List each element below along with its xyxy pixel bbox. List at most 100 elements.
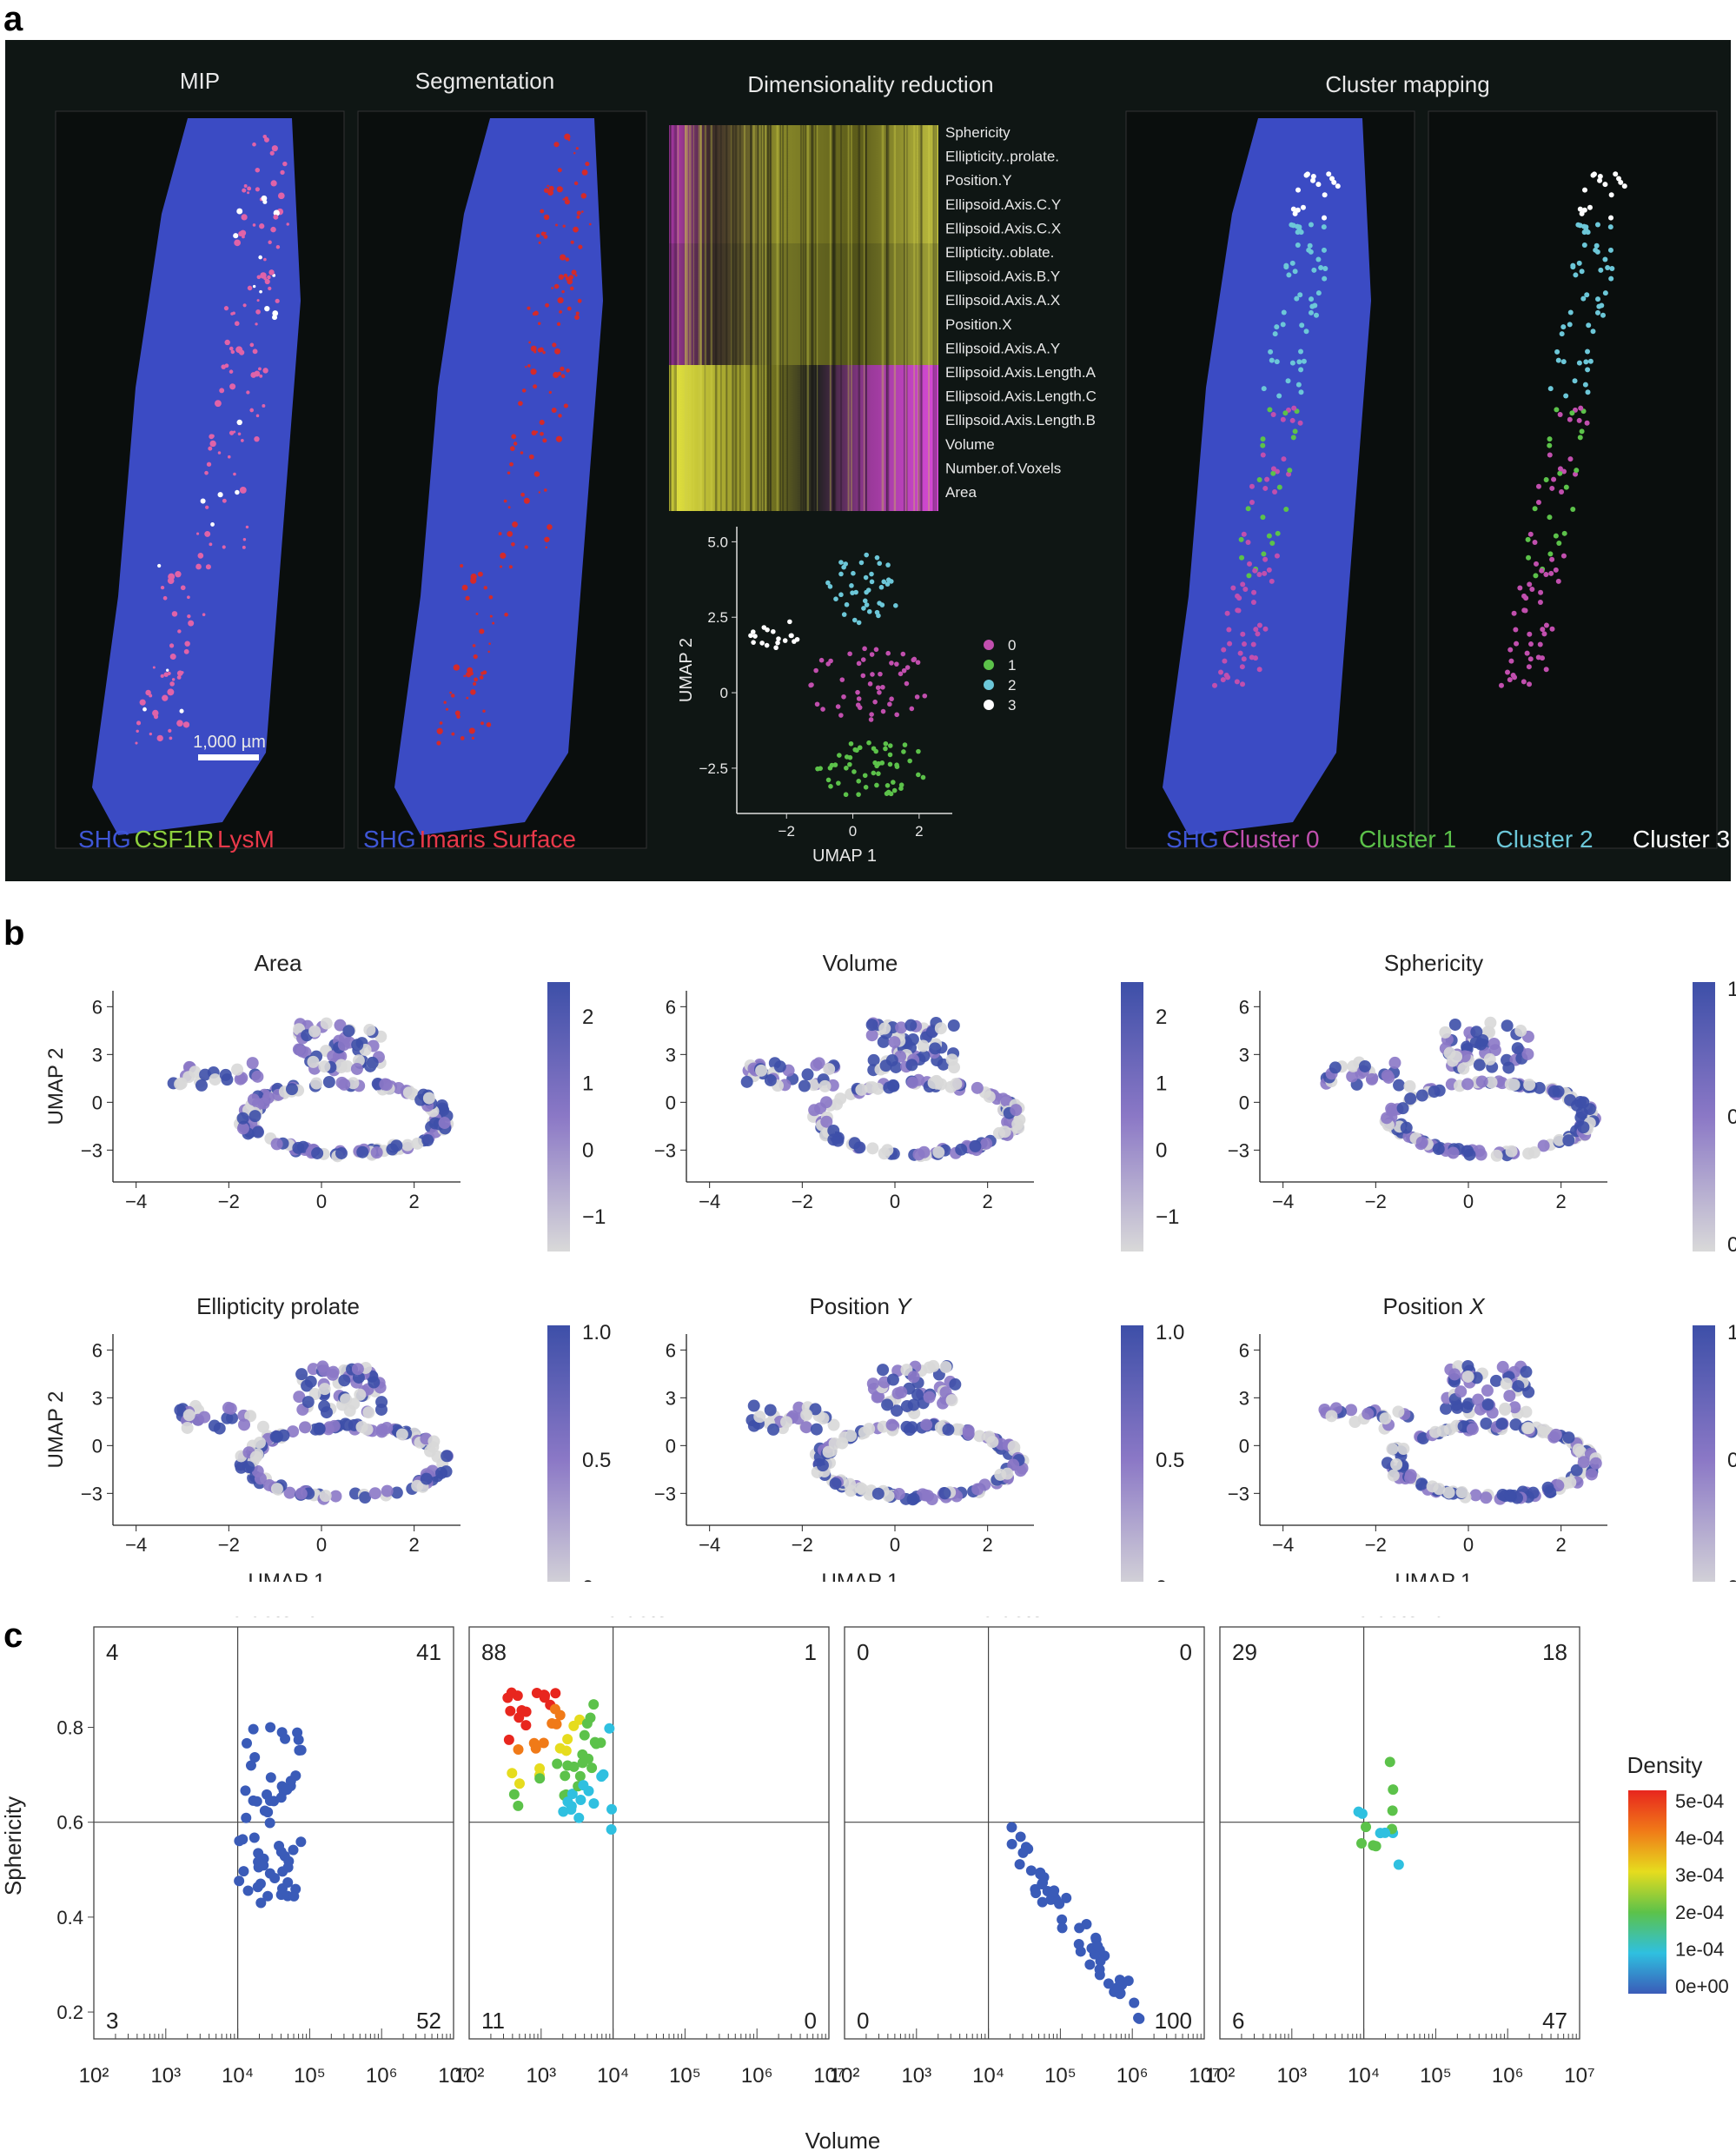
umap-cell-point (347, 1077, 360, 1090)
umap-cell-point (381, 1484, 394, 1497)
surface-spot (470, 573, 477, 581)
lysm-spot (255, 322, 258, 326)
heatmap-block-top (669, 125, 938, 243)
cluster-0-cell (1240, 581, 1246, 588)
umap-cell-point (844, 1477, 857, 1490)
umap-cell-point (1476, 1034, 1489, 1047)
umap-cell-point (939, 1361, 952, 1374)
umap-cluster-2-point (888, 579, 894, 584)
heatmap-stripe (800, 125, 802, 511)
cluster-3-cell (1331, 179, 1337, 185)
umap-cell-point (308, 1025, 321, 1038)
umap-cell-point (1501, 1019, 1514, 1032)
umap-cluster-0-point (818, 657, 825, 663)
umap-cluster-1-point (829, 762, 835, 768)
surface-spot (475, 612, 479, 615)
umap-cell-point (1457, 1062, 1470, 1075)
umap-cell-point (820, 1096, 833, 1109)
umap-cell-point (1503, 1489, 1516, 1502)
cluster-2-cell (1609, 266, 1615, 272)
cell-point (288, 1844, 299, 1856)
cluster-1-cell (1275, 530, 1281, 536)
umap-cluster-3-point (764, 642, 770, 648)
umap-cluster-0-point (869, 652, 875, 657)
cluster-0-cell (1247, 561, 1253, 567)
umap-cell-point (368, 1487, 381, 1500)
lysm-spot (162, 694, 169, 701)
umap-cluster-2-point (869, 579, 875, 585)
umap-cluster-0-point (860, 657, 866, 662)
cell-point (264, 1817, 275, 1829)
surface-spot (525, 365, 527, 368)
lysm-spot (177, 629, 182, 634)
heatmap-stripe (732, 125, 734, 511)
cell-point (538, 1737, 549, 1749)
cluster-scatter-2: Cluster 2 0 0 0 100 10² 10³ 10⁴ 10⁵ 10⁶ 10⁷ (830, 1617, 1220, 2088)
cluster-3-cell (1579, 210, 1585, 216)
umap-cluster-2-point (833, 596, 838, 601)
umap-cluster-1-point (885, 783, 891, 788)
umap-cell-point (971, 1483, 984, 1496)
plot-frame (1219, 1626, 1580, 2040)
heatmap-stripe (779, 125, 782, 511)
umap-cell-point (390, 1139, 403, 1152)
umap-cell-point (1484, 1016, 1497, 1029)
cell-point (552, 1758, 563, 1769)
umap-cell-point (390, 1486, 403, 1499)
surface-spot (576, 210, 581, 216)
surface-spot (466, 696, 469, 700)
heatmap-stripe (757, 125, 759, 511)
umap-cell-point (253, 1436, 266, 1449)
umap-cluster-0-point (841, 694, 846, 700)
cluster-2-cell (1289, 260, 1295, 266)
umap-cluster-1-point (920, 774, 926, 780)
xtick-label: 10² (1205, 2064, 1236, 2088)
legend-item-3: Cluster 2 (1496, 826, 1594, 853)
density-label-3: 2e-04 (1675, 1902, 1724, 1923)
lysm-spot (169, 736, 173, 740)
umap-cell-point (1585, 1468, 1598, 1481)
heatmap-stripe (759, 125, 761, 511)
surface-spot (474, 677, 479, 682)
umap-cell-point (270, 1138, 283, 1151)
umap-cell-point (1511, 1042, 1524, 1055)
umap-cell-point (295, 1487, 308, 1500)
cell-point (1387, 1805, 1398, 1816)
panel-b-umap-features: −4 −2 0 2 6 3 0 −3 Area UMAP 2 2 1 0 −1 −4 −2 0 2 6 3 0 −3 Vol… (44, 950, 1736, 1582)
cluster-0-cell (1521, 679, 1527, 685)
lysm-spot (272, 310, 279, 316)
cluster-0-cell (1262, 485, 1269, 491)
umap-ytick-label: −2.5 (699, 760, 728, 777)
heatmap-stripe (750, 125, 752, 511)
cell-point (275, 1846, 287, 1857)
heatmap-stripe (832, 125, 834, 511)
umap-cluster-0-point (880, 708, 886, 714)
umap-cell-point (1440, 1402, 1453, 1415)
lysm-spot (197, 553, 204, 559)
cell-point (573, 1812, 585, 1823)
heatmap-stripe (699, 125, 702, 511)
umap-cell-point (1520, 1365, 1533, 1378)
umap-cell-point (350, 1062, 363, 1075)
umap-xtick-label: 2 (915, 823, 923, 840)
surface-spot (450, 694, 455, 698)
cluster-3-cell (1310, 177, 1316, 183)
umap-cell-point (934, 1022, 947, 1035)
surface-spot (524, 545, 528, 549)
panel-a-microscopy: Sphericity Ellipticity..prolate. Position.… (5, 40, 1731, 881)
cell-point (1393, 1859, 1404, 1870)
umap-cell-point (1527, 1486, 1540, 1499)
umap-cell-point (1570, 1464, 1583, 1477)
umap-cell-point (1473, 1059, 1486, 1072)
heatmap-stripe (677, 125, 679, 511)
umap-cluster-3-point (789, 633, 794, 639)
xtick-label: 10⁶ (1116, 2064, 1149, 2088)
umap-cluster-1-point (874, 782, 879, 788)
surface-spot (574, 274, 578, 277)
cell-point (606, 1803, 618, 1815)
feature-plot-title: Position X (1382, 1293, 1486, 1319)
count-bottom-right: 0 (805, 2008, 817, 2034)
umap-cell-point (827, 1418, 840, 1431)
cluster-2-cell (1296, 359, 1302, 365)
umap-cluster-0-point (889, 696, 894, 702)
